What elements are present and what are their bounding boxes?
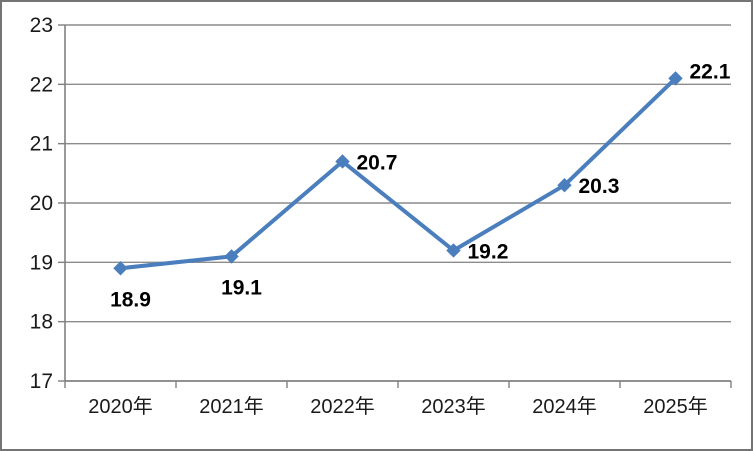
data-label: 18.9	[110, 288, 151, 311]
x-tick-label: 2021年	[199, 395, 264, 418]
y-tick-label: 20	[30, 192, 53, 215]
data-label: 20.3	[579, 175, 620, 198]
data-point-marker	[335, 154, 350, 169]
data-label: 19.2	[468, 240, 509, 263]
data-point-marker	[446, 243, 461, 258]
data-label: 19.1	[221, 276, 262, 299]
y-tick-label: 19	[30, 251, 53, 274]
y-tick-label: 17	[30, 370, 53, 393]
data-series-line	[118, 76, 678, 271]
y-tick-label: 23	[30, 14, 53, 37]
x-tick-label: 2022年	[310, 395, 375, 418]
data-point-marker	[557, 177, 572, 193]
data-point-marker	[113, 261, 128, 276]
x-tick-label: 2023年	[421, 395, 486, 418]
data-point-marker	[668, 71, 683, 86]
data-label: 22.1	[690, 60, 731, 83]
x-tick-label: 2025年	[643, 395, 708, 418]
y-tick-label: 18	[30, 311, 53, 334]
data-label: 20.7	[357, 151, 398, 174]
x-tick-label: 2020年	[88, 395, 153, 418]
y-tick-label: 22	[30, 73, 53, 96]
x-tick-label: 2024年	[532, 395, 597, 418]
data-point-marker	[224, 249, 239, 264]
y-tick-label: 21	[30, 133, 53, 156]
